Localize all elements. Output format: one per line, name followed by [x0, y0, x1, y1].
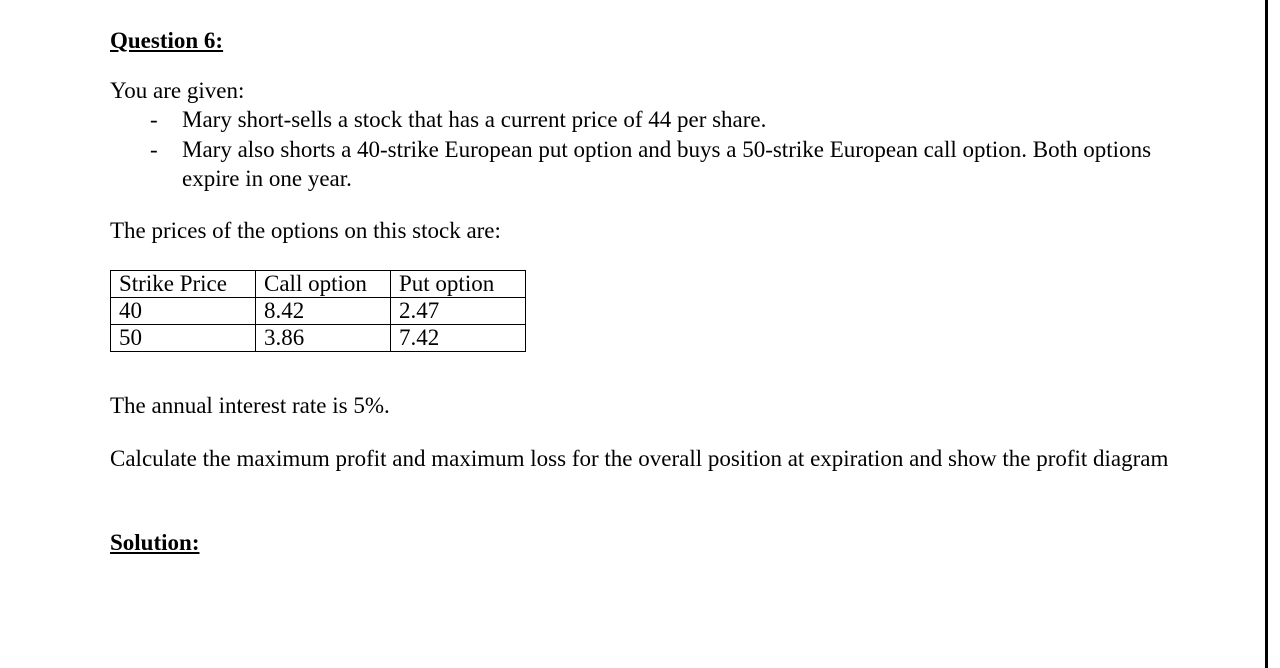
table-header-cell: Call option	[256, 271, 391, 298]
page: Question 6: You are given: Mary short-se…	[0, 0, 1280, 668]
table-cell: 2.47	[391, 298, 526, 325]
table-cell: 40	[111, 298, 256, 325]
interest-rate-line: The annual interest rate is 5%.	[110, 392, 1170, 421]
given-list: Mary short-sells a stock that has a curr…	[110, 106, 1170, 193]
table-cell: 7.42	[391, 325, 526, 352]
list-item: Mary also shorts a 40-strike European pu…	[182, 136, 1170, 194]
table-intro: The prices of the options on this stock …	[110, 217, 1170, 246]
task-line: Calculate the maximum profit and maximum…	[110, 445, 1170, 474]
solution-heading: Solution:	[110, 530, 1170, 556]
table-header-cell: Put option	[391, 271, 526, 298]
table-row: 40 8.42 2.47	[111, 298, 526, 325]
table-row: 50 3.86 7.42	[111, 325, 526, 352]
table-cell: 50	[111, 325, 256, 352]
page-right-rule	[1265, 0, 1268, 668]
list-item: Mary short-sells a stock that has a curr…	[182, 106, 1170, 135]
given-intro: You are given:	[110, 78, 1170, 104]
table-header-cell: Strike Price	[111, 271, 256, 298]
options-price-table: Strike Price Call option Put option 40 8…	[110, 270, 526, 352]
table-row: Strike Price Call option Put option	[111, 271, 526, 298]
table-cell: 8.42	[256, 298, 391, 325]
question-heading: Question 6:	[110, 28, 1170, 54]
table-cell: 3.86	[256, 325, 391, 352]
